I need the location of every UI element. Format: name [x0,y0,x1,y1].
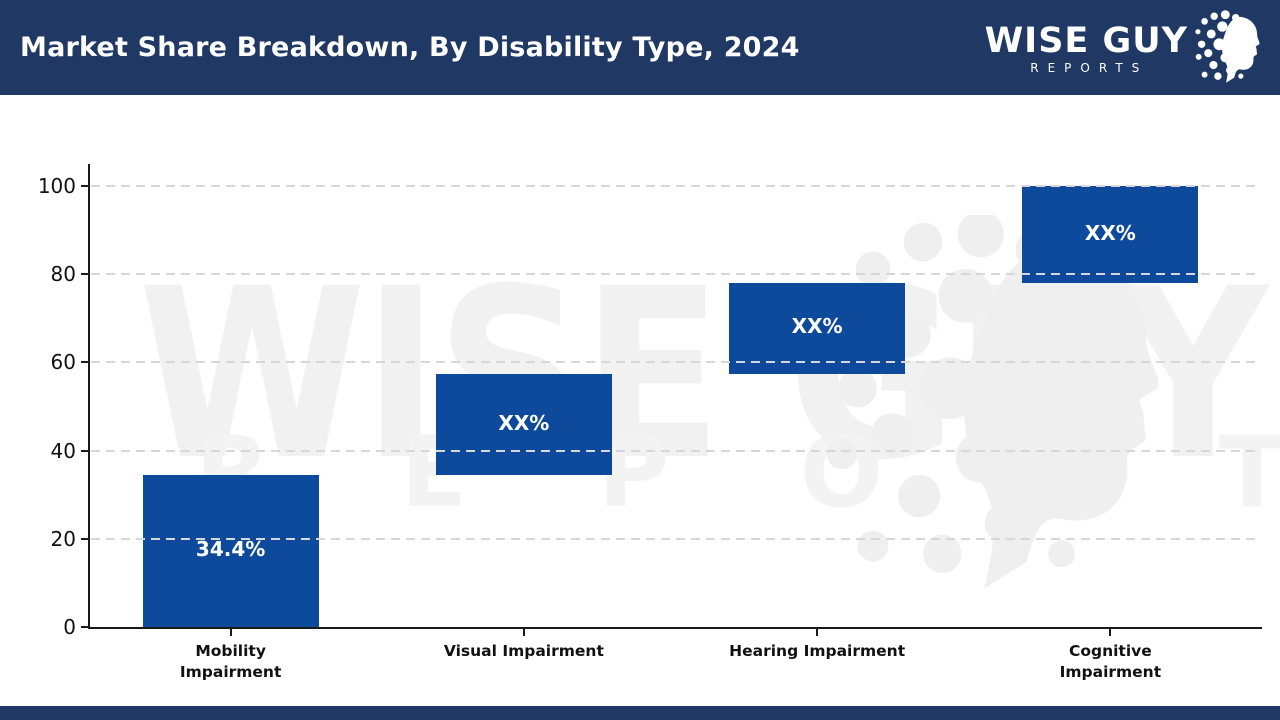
x-axis-category-label-line: Visual Impairment [443,642,604,660]
y-axis-tick-0 [81,626,90,628]
y-axis-tick-60 [81,361,90,364]
bar-value-label: XX% [1084,220,1136,245]
x-axis-category-label: Visual Impairment [414,641,634,662]
x-axis-category-label: Cognitive Impairment [1000,641,1220,683]
x-axis-category-label-line: Mobility [195,642,266,660]
x-axis-line [88,627,1262,629]
brand-logo-text: WISE GUY REPORTS [985,22,1188,75]
y-axis-tick-20 [81,537,90,540]
gridline-60 [91,361,1260,364]
x-axis-category-label-line: Cognitive [1068,642,1152,660]
y-axis-tick-40 [81,449,90,452]
y-axis-tick-label: 40 [50,438,76,463]
footer-bar [0,706,1280,720]
x-axis-category-label-line: Hearing Impairment [729,642,906,660]
x-axis-tick [816,629,819,636]
bar-4 [1022,186,1199,284]
brand-logo: WISE GUY REPORTS [985,6,1266,90]
bar-value-label: XX% [498,410,550,435]
gridline-20 [91,537,1260,540]
y-axis-tick-80 [81,273,90,276]
bar-value-label: XX% [791,314,843,339]
brand-logo-head-icon [1195,10,1260,83]
bar-2 [435,373,612,476]
x-axis-category-label: Hearing Impairment [707,641,927,662]
y-axis-tick-label: 80 [50,262,76,287]
y-axis-tick-label: 0 [63,615,76,639]
y-axis-tick-label: 60 [50,350,76,375]
gridline-100 [91,185,1260,187]
gridline-40 [91,449,1260,452]
x-axis-category-label-line: Impairment [1059,663,1162,681]
x-axis-tick [1109,629,1112,636]
brand-logo-name: WISE GUY [984,20,1188,61]
bar-value-label: 34.4% [195,537,266,562]
bar-1 [142,475,319,627]
y-axis-tick-label: 20 [50,526,76,551]
y-axis-tick-100 [81,185,90,187]
header-bar: Market Share Breakdown, By Disability Ty… [0,0,1280,95]
x-axis-category-label-line: Impairment [179,663,282,681]
watermark-dotted-head-graphic [824,215,1159,589]
y-axis-line [88,164,90,629]
brand-logo-subtitle: REPORTS [1030,60,1149,75]
x-axis-tick [229,629,232,636]
gridline-80 [91,273,1260,276]
x-axis-category-label: Mobility Impairment [121,641,341,683]
page-title: Market Share Breakdown, By Disability Ty… [20,32,800,63]
bar-3 [729,283,906,374]
x-axis-tick [522,629,525,636]
y-axis-tick-label: 100 [37,174,76,198]
